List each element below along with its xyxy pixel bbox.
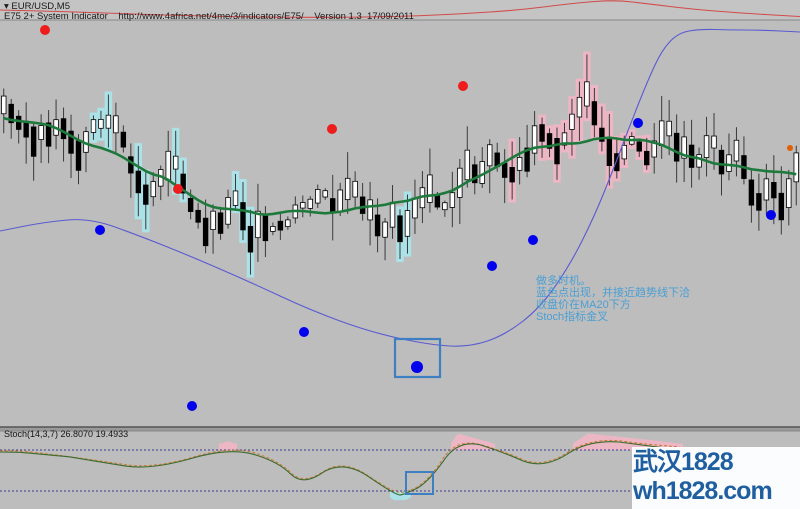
svg-text:Stoch(14,3,7) 26.8070 19.4933: Stoch(14,3,7) 26.8070 19.4933 (4, 429, 128, 439)
